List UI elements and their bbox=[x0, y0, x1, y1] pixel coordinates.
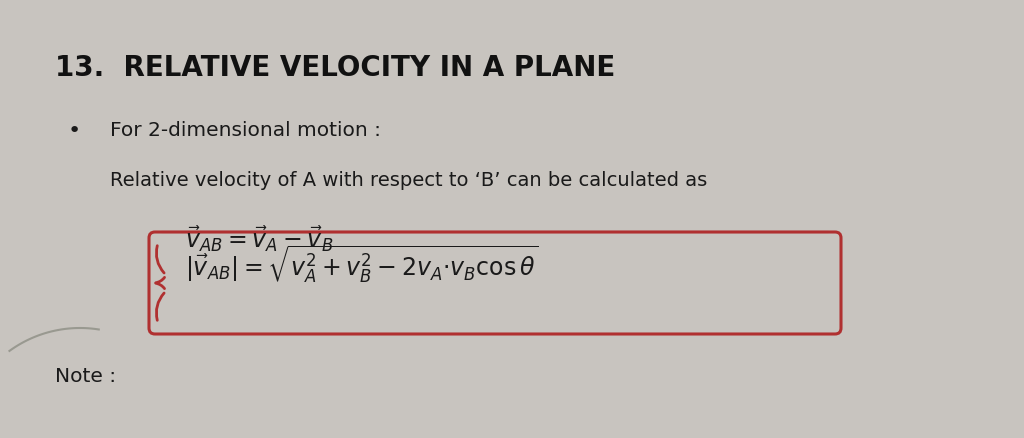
Text: •: • bbox=[68, 121, 81, 141]
FancyBboxPatch shape bbox=[150, 233, 841, 334]
Text: $\vec{v}_{AB} = \vec{v}_A - \vec{v}_B$: $\vec{v}_{AB} = \vec{v}_A - \vec{v}_B$ bbox=[185, 223, 334, 253]
Text: $|\vec{v}_{AB}| = \sqrt{v_A^2 + v_B^2 - 2v_A{\cdot}v_B \cos\theta}$: $|\vec{v}_{AB}| = \sqrt{v_A^2 + v_B^2 - … bbox=[185, 244, 539, 286]
Text: Relative velocity of A with respect to ‘B’ can be calculated as: Relative velocity of A with respect to ‘… bbox=[110, 171, 708, 190]
Text: For 2-dimensional motion :: For 2-dimensional motion : bbox=[110, 121, 381, 140]
Text: Note :: Note : bbox=[55, 366, 116, 385]
Text: 13.  RELATIVE VELOCITY IN A PLANE: 13. RELATIVE VELOCITY IN A PLANE bbox=[55, 54, 615, 82]
